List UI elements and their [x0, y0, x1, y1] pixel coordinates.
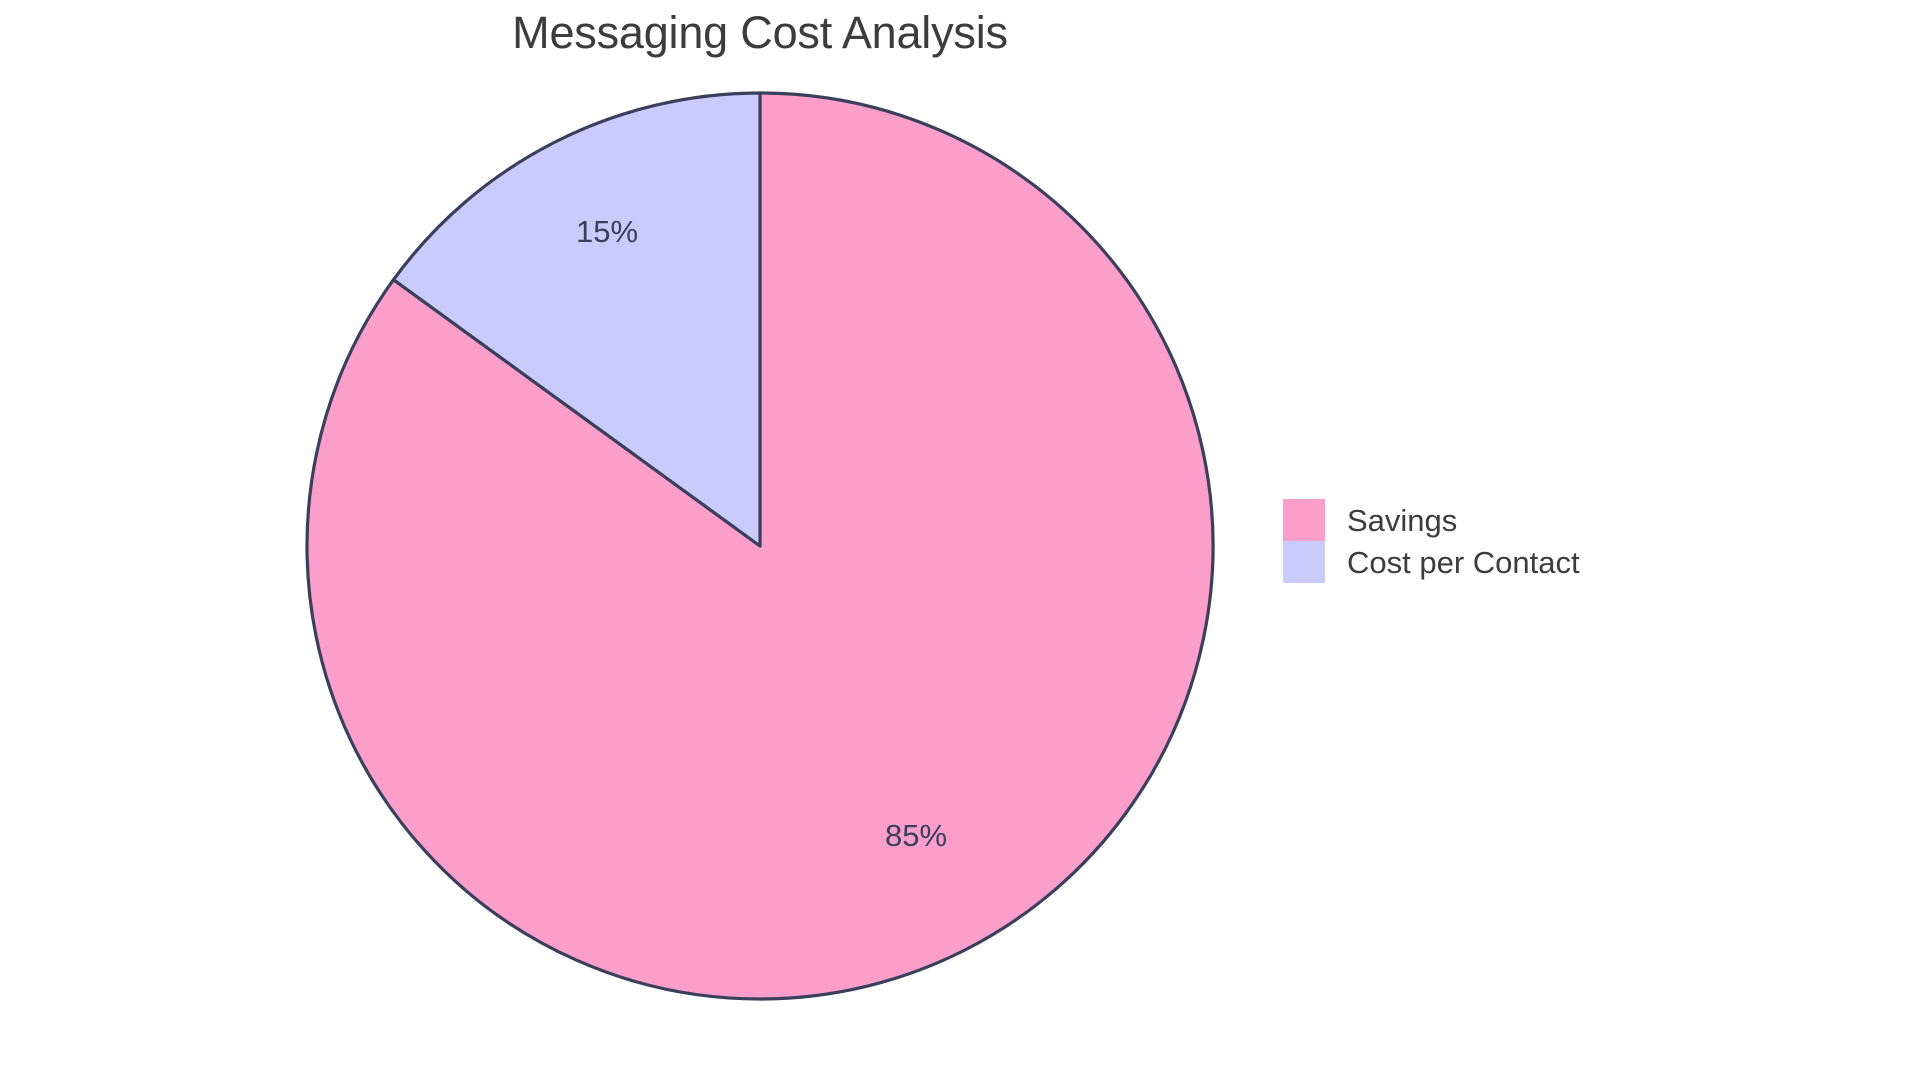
legend-item-label: Cost per Contact	[1347, 544, 1580, 580]
chart-title: Messaging Cost Analysis	[512, 7, 1008, 58]
pie-slice-value-label: 15%	[576, 214, 638, 249]
chart-legend: Savings Cost per Contact	[1283, 499, 1580, 583]
legend-color-swatch	[1283, 541, 1325, 583]
pie-slice-labels-group: 85% 15%	[576, 214, 947, 853]
pie-slice[interactable]	[391, 91, 762, 548]
legend-item-label: Savings	[1347, 502, 1458, 538]
legend-item[interactable]: Savings	[1283, 499, 1580, 541]
pie-slice-value-label: 85%	[885, 818, 947, 853]
legend-item[interactable]: Cost per Contact	[1283, 541, 1580, 583]
pie-slice[interactable]	[305, 91, 1215, 1001]
pie-slices-group	[305, 91, 1215, 1001]
legend-color-swatch	[1283, 499, 1325, 541]
